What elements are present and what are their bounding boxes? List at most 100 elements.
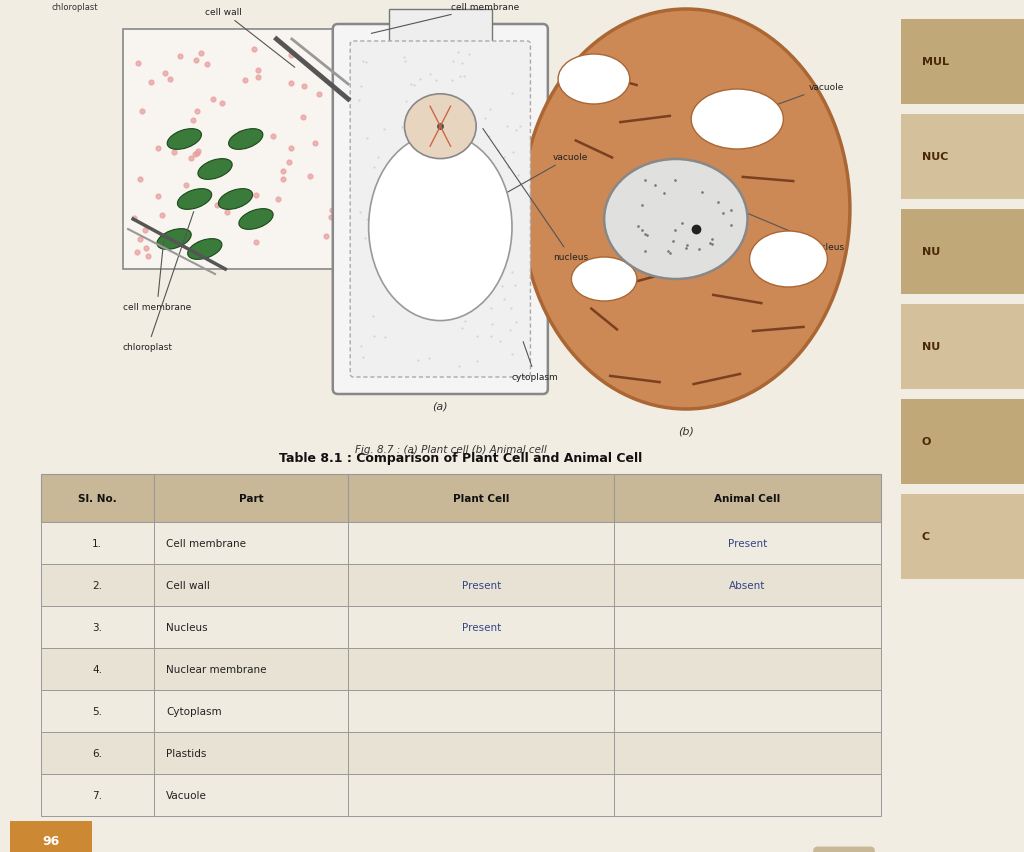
Bar <box>41 690 154 732</box>
Bar <box>154 564 348 607</box>
Bar <box>901 210 1024 295</box>
Ellipse shape <box>187 239 222 260</box>
Text: 1.: 1. <box>92 538 102 549</box>
Text: Absent: Absent <box>729 580 766 590</box>
Ellipse shape <box>750 232 827 288</box>
Ellipse shape <box>369 135 512 321</box>
Text: Cell membrane: Cell membrane <box>166 538 246 549</box>
Text: Present: Present <box>728 538 767 549</box>
Text: SCIENCE: SCIENCE <box>817 851 870 852</box>
Ellipse shape <box>177 189 212 210</box>
Text: Animal Cell: Animal Cell <box>715 493 780 504</box>
Text: Table 8.1 : Comparison of Plant Cell and Animal Cell: Table 8.1 : Comparison of Plant Cell and… <box>280 452 642 464</box>
Text: cytoplasm: cytoplasm <box>512 343 559 382</box>
Text: chloroplast: chloroplast <box>123 212 194 352</box>
Ellipse shape <box>604 160 748 279</box>
Text: C: C <box>922 532 930 541</box>
Text: O: O <box>922 436 931 446</box>
Bar <box>41 774 154 816</box>
Bar <box>41 522 154 564</box>
Text: Present: Present <box>462 622 501 632</box>
Bar <box>41 607 154 648</box>
Bar <box>154 774 348 816</box>
Bar <box>41 648 154 690</box>
Text: Part: Part <box>239 493 263 504</box>
Ellipse shape <box>404 95 476 159</box>
Bar <box>348 648 614 690</box>
Text: cell membrane: cell membrane <box>372 3 519 34</box>
Bar <box>348 564 614 607</box>
Text: Nucleus: Nucleus <box>166 622 208 632</box>
Text: vacuole: vacuole <box>740 83 845 119</box>
FancyBboxPatch shape <box>350 42 530 377</box>
Bar <box>348 522 614 564</box>
Text: NUC: NUC <box>922 152 948 162</box>
Bar <box>348 475 614 522</box>
Bar <box>614 607 881 648</box>
Bar <box>154 475 348 522</box>
Ellipse shape <box>198 159 232 180</box>
Text: nucleus: nucleus <box>740 210 844 251</box>
Text: chloroplast: chloroplast <box>51 3 97 12</box>
Bar <box>154 648 348 690</box>
Ellipse shape <box>571 257 637 302</box>
Ellipse shape <box>239 210 273 230</box>
Bar <box>41 475 154 522</box>
Text: MUL: MUL <box>922 57 948 67</box>
Bar <box>41 732 154 774</box>
Bar <box>614 774 881 816</box>
Bar <box>614 564 881 607</box>
Ellipse shape <box>157 229 191 250</box>
Text: Sl. No.: Sl. No. <box>78 493 117 504</box>
Bar <box>901 494 1024 579</box>
FancyBboxPatch shape <box>333 25 548 394</box>
Ellipse shape <box>167 130 202 150</box>
Bar <box>348 607 614 648</box>
Text: NU: NU <box>922 342 940 352</box>
Ellipse shape <box>522 10 850 410</box>
Bar <box>154 607 348 648</box>
Text: vacuole: vacuole <box>483 153 589 206</box>
Text: 6.: 6. <box>92 748 102 758</box>
Bar <box>348 732 614 774</box>
Text: Cytoplasm: Cytoplasm <box>166 706 221 717</box>
Bar <box>154 522 348 564</box>
Text: cell membrane: cell membrane <box>123 243 191 312</box>
Bar <box>154 690 348 732</box>
Text: (a): (a) <box>432 401 449 412</box>
Text: Fig. 8.7 : (a) Plant cell (b) Animal cell: Fig. 8.7 : (a) Plant cell (b) Animal cel… <box>354 445 547 454</box>
Text: Vacuole: Vacuole <box>166 790 207 800</box>
Bar <box>41 564 154 607</box>
Text: (b): (b) <box>678 427 694 436</box>
Bar <box>614 475 881 522</box>
Ellipse shape <box>691 90 783 150</box>
Text: Nuclear membrane: Nuclear membrane <box>166 665 266 674</box>
Text: cell wall: cell wall <box>205 8 295 68</box>
Text: 4.: 4. <box>92 665 102 674</box>
Bar <box>348 690 614 732</box>
Ellipse shape <box>558 55 630 105</box>
Text: 7.: 7. <box>92 790 102 800</box>
Ellipse shape <box>218 189 253 210</box>
Bar <box>614 648 881 690</box>
Bar <box>614 690 881 732</box>
Bar <box>901 305 1024 389</box>
Bar <box>348 774 614 816</box>
Bar <box>10 821 92 852</box>
Bar <box>614 732 881 774</box>
Text: Plant Cell: Plant Cell <box>453 493 510 504</box>
Text: 96: 96 <box>43 834 59 848</box>
Bar <box>123 30 348 270</box>
Text: Cell wall: Cell wall <box>166 580 210 590</box>
Bar <box>901 20 1024 105</box>
Text: Plastids: Plastids <box>166 748 206 758</box>
Text: nucleus: nucleus <box>483 130 588 262</box>
Text: Present: Present <box>462 580 501 590</box>
Bar <box>901 115 1024 199</box>
Bar <box>614 522 881 564</box>
Bar <box>389 10 492 50</box>
Text: 3.: 3. <box>92 622 102 632</box>
Bar <box>154 732 348 774</box>
Ellipse shape <box>228 130 263 150</box>
Text: 5.: 5. <box>92 706 102 717</box>
